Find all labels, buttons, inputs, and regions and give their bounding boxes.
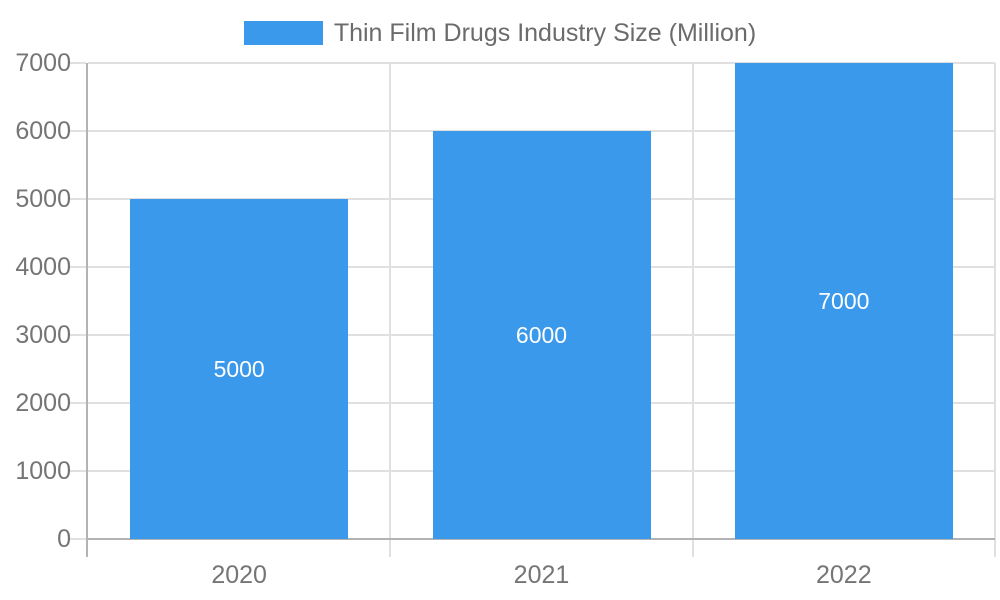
x-axis-line xyxy=(86,538,995,540)
x-tick-label: 2021 xyxy=(513,561,570,589)
y-tick xyxy=(70,470,86,472)
x-tick-label: 2022 xyxy=(816,561,872,589)
y-tick xyxy=(70,334,86,336)
y-tick-label: 3000 xyxy=(15,321,71,349)
h-gridline xyxy=(88,62,995,64)
y-tick-label: 7000 xyxy=(15,49,71,77)
v-gridline xyxy=(389,63,392,557)
legend[interactable]: Thin Film Drugs Industry Size (Million) xyxy=(0,19,1000,47)
bar[interactable] xyxy=(734,63,953,539)
bar-value-label: 6000 xyxy=(515,322,568,348)
y-tick-label: 5000 xyxy=(15,185,71,213)
v-gridline xyxy=(994,63,996,557)
legend-label: Thin Film Drugs Industry Size (Million) xyxy=(333,19,757,47)
y-tick-label: 0 xyxy=(57,525,71,553)
y-tick-label: 4000 xyxy=(15,253,71,281)
y-tick xyxy=(70,62,86,64)
x-tick-label: 2020 xyxy=(211,561,267,589)
bar[interactable] xyxy=(130,199,349,539)
bar-value-label: 7000 xyxy=(818,288,870,314)
bar[interactable] xyxy=(432,131,651,539)
y-tick-label: 2000 xyxy=(15,389,71,417)
bar-value-label: 5000 xyxy=(213,356,265,382)
y-tick xyxy=(70,130,86,132)
legend-swatch[interactable] xyxy=(243,21,323,45)
y-tick-label: 1000 xyxy=(15,457,71,485)
y-tick xyxy=(70,402,86,404)
plot-area: 0 1000 2000 3000 4000 5000 6000 7000 5000 6000 700… xyxy=(15,49,996,589)
y-axis-line xyxy=(86,63,88,557)
y-tick xyxy=(70,538,86,540)
y-tick xyxy=(70,266,86,268)
y-tick xyxy=(70,198,86,200)
v-gridline xyxy=(691,63,694,557)
y-tick-label: 6000 xyxy=(15,117,71,145)
